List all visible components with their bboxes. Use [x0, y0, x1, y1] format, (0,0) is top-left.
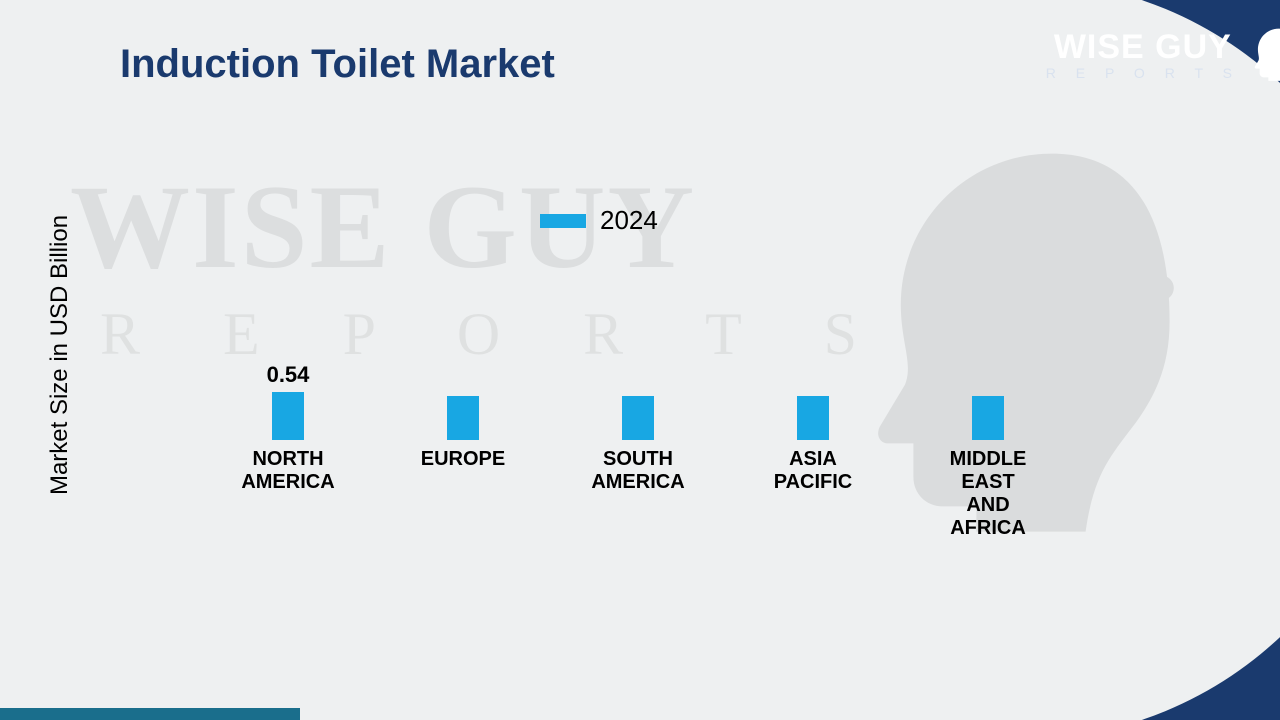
- brand-head-icon: [1244, 24, 1280, 82]
- bar-category-label: EUROPE: [393, 448, 533, 471]
- brand-main: WISE GUY: [1046, 30, 1240, 64]
- legend-swatch: [540, 214, 586, 228]
- brand-logo: WISE GUY R E P O R T S: [1046, 30, 1240, 80]
- chart-stage: WISE GUY R E P O R T S Induction Toilet …: [0, 0, 1280, 720]
- bar-group: 0.54NORTHAMERICA: [218, 362, 358, 440]
- legend-label: 2024: [600, 205, 658, 236]
- y-axis-label: Market Size in USD Billion: [46, 215, 74, 495]
- bar-category-label: SOUTHAMERICA: [568, 448, 708, 494]
- bar: [272, 392, 304, 440]
- bar-value-label: 0.54: [218, 362, 358, 388]
- bar-category-label: ASIAPACIFIC: [743, 448, 883, 494]
- brand-sub: R E P O R T S: [1046, 66, 1240, 80]
- chart-title: Induction Toilet Market: [120, 42, 555, 87]
- bottom-accent-bar: [0, 708, 300, 720]
- bar: [447, 396, 479, 440]
- bar-group: ASIAPACIFIC: [743, 392, 883, 440]
- bar-category-label: MIDDLEEASTANDAFRICA: [918, 448, 1058, 540]
- bar: [622, 396, 654, 440]
- bar: [797, 396, 829, 440]
- bar-group: SOUTHAMERICA: [568, 392, 708, 440]
- bar-group: MIDDLEEASTANDAFRICA: [918, 392, 1058, 440]
- bar: [972, 396, 1004, 440]
- bar-group: EUROPE: [393, 392, 533, 440]
- legend: 2024: [540, 205, 658, 236]
- bar-category-label: NORTHAMERICA: [218, 448, 358, 494]
